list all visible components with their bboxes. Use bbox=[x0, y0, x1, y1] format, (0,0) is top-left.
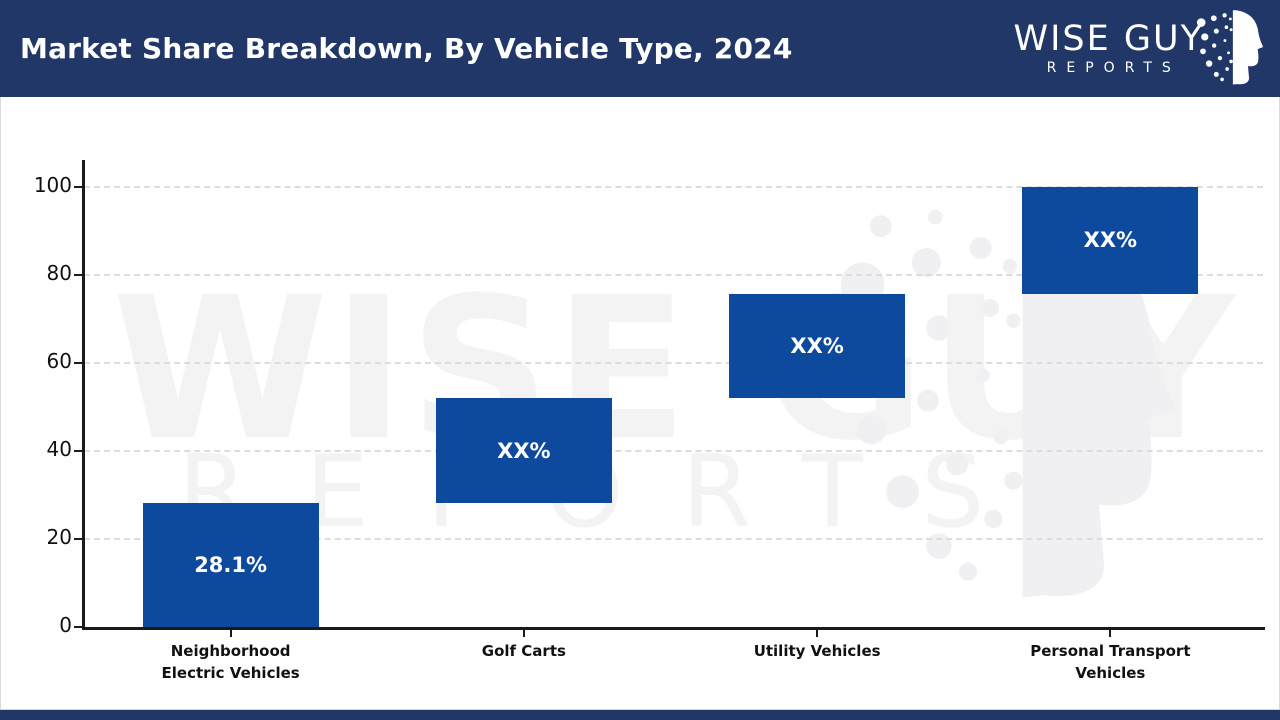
bar-value-label: 28.1% bbox=[194, 553, 268, 578]
x-axis-category-label: Neighborhood Electric Vehicles bbox=[161, 642, 300, 682]
y-gridline bbox=[84, 186, 1263, 188]
bar-segment: XX% bbox=[1022, 187, 1199, 294]
head-profile-dots-icon bbox=[1194, 5, 1266, 93]
bar-segment: 28.1% bbox=[142, 503, 319, 627]
y-axis-tickmark bbox=[74, 626, 84, 628]
bottom-hairline bbox=[0, 709, 1280, 710]
y-gridline bbox=[84, 538, 1263, 540]
x-axis-line bbox=[82, 627, 1265, 630]
y-gridline bbox=[84, 362, 1263, 364]
y-axis-tick-label: 0 bbox=[59, 613, 72, 637]
x-axis-tickmark bbox=[522, 630, 525, 637]
left-edge-hairline bbox=[0, 97, 1, 710]
x-axis-tickmark bbox=[229, 630, 232, 637]
y-axis-line bbox=[82, 160, 85, 630]
y-axis-tickmark bbox=[74, 538, 84, 540]
logo-text: WISE GUY REPORTS bbox=[1013, 19, 1204, 76]
bar-segment: XX% bbox=[435, 398, 612, 504]
footer-bar bbox=[0, 710, 1280, 720]
bar-segment: XX% bbox=[729, 293, 906, 399]
header-bar: Market Share Breakdown, By Vehicle Type,… bbox=[0, 0, 1280, 97]
y-axis-tick-label: 100 bbox=[33, 173, 72, 197]
y-gridline bbox=[84, 274, 1263, 276]
y-axis-tickmark bbox=[74, 362, 84, 364]
chart-title: Market Share Breakdown, By Vehicle Type,… bbox=[20, 32, 793, 65]
y-axis-tickmark bbox=[74, 186, 84, 188]
y-axis-tickmark bbox=[74, 450, 84, 452]
logo-wordmark: WISE GUY bbox=[1013, 19, 1204, 59]
x-axis-category-label: Utility Vehicles bbox=[753, 642, 881, 660]
bar-value-label: XX% bbox=[497, 438, 551, 463]
wise-guy-logo: WISE GUY REPORTS bbox=[1013, 5, 1266, 93]
logo-subtext: REPORTS bbox=[1046, 60, 1181, 76]
bar-value-label: XX% bbox=[1083, 228, 1138, 253]
x-axis-tickmark bbox=[816, 630, 819, 637]
y-axis-tickmark bbox=[74, 274, 84, 276]
x-axis-tickmark bbox=[1109, 630, 1112, 637]
y-axis-tick-label: 40 bbox=[46, 437, 72, 461]
y-axis-tick-label: 20 bbox=[46, 525, 72, 549]
y-axis-tick-label: 80 bbox=[46, 261, 72, 285]
y-gridline bbox=[84, 450, 1263, 452]
y-axis-tick-label: 60 bbox=[46, 349, 72, 373]
x-axis-category-label: Golf Carts bbox=[481, 642, 566, 660]
x-axis-category-label: Personal Transport Vehicles bbox=[1030, 642, 1191, 682]
bar-value-label: XX% bbox=[790, 334, 844, 359]
